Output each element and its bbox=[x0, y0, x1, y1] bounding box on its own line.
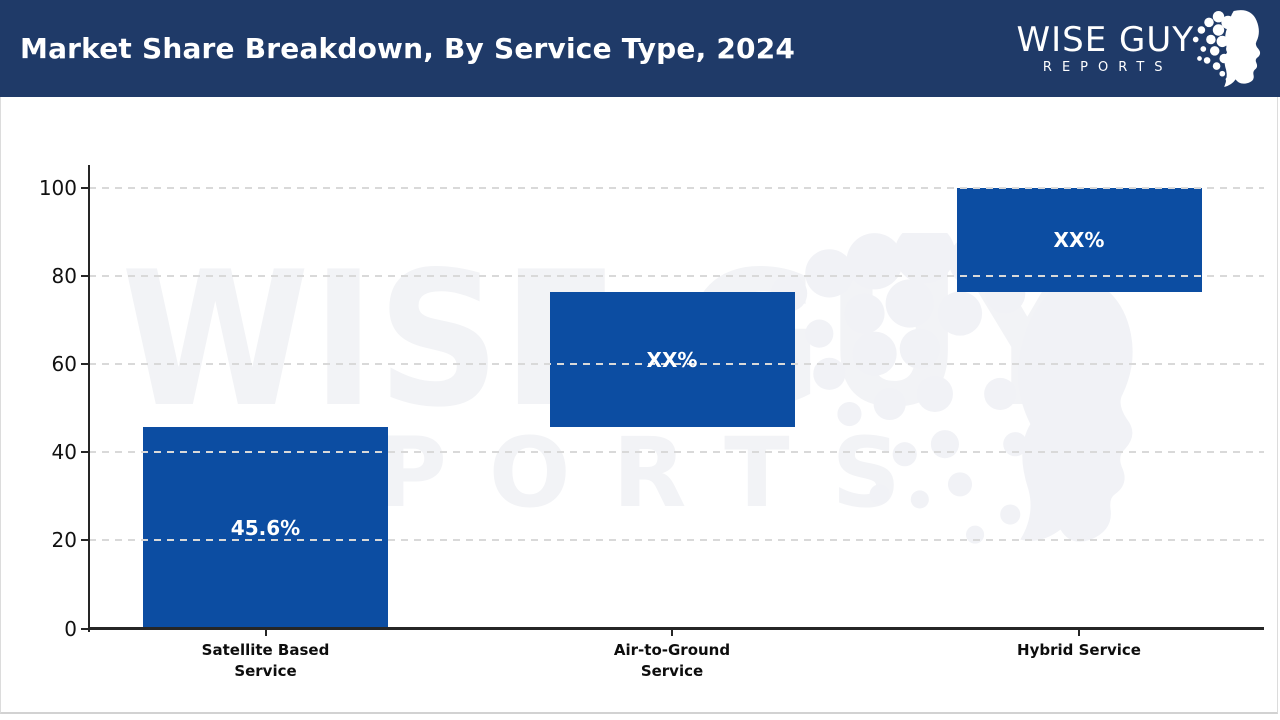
logo-face-icon bbox=[1192, 9, 1261, 87]
bar bbox=[549, 292, 795, 428]
y-tick bbox=[81, 274, 89, 277]
gridline bbox=[89, 274, 1264, 277]
bar-value-label: XX% bbox=[646, 347, 698, 372]
y-tick-label: 0 bbox=[64, 616, 77, 641]
logo-text: WISE GUY REPORTS bbox=[1016, 23, 1194, 74]
logo-wordmark: WISE GUY bbox=[1016, 20, 1194, 60]
y-tick-label: 40 bbox=[51, 440, 77, 465]
bar bbox=[956, 187, 1202, 293]
category-label-line: Service bbox=[234, 661, 297, 680]
y-tick bbox=[81, 627, 89, 630]
bar bbox=[143, 427, 388, 629]
gridline bbox=[89, 539, 1264, 542]
category-label-line: Air-to-Ground bbox=[613, 640, 731, 659]
chart-canvas: WISE GUY REPORTS 45.6%XX bbox=[0, 97, 1278, 714]
y-tick bbox=[81, 362, 89, 365]
bar-value-label: 45.6% bbox=[230, 515, 301, 540]
category-label-line: Hybrid Service bbox=[1017, 640, 1141, 659]
y-tick bbox=[81, 186, 89, 189]
y-tick-label: 80 bbox=[51, 263, 77, 288]
brand-logo: WISE GUY REPORTS bbox=[1016, 7, 1266, 91]
y-tick-label: 100 bbox=[38, 175, 77, 200]
category-label: Hybrid Service bbox=[964, 640, 1194, 661]
page-title: Market Share Breakdown, By Service Type,… bbox=[20, 32, 796, 65]
y-tick-label: 60 bbox=[51, 351, 77, 376]
y-axis-line bbox=[88, 165, 90, 632]
bar-value-label: XX% bbox=[1053, 227, 1105, 252]
y-tick bbox=[81, 539, 89, 542]
category-label: Air-to-Ground Service bbox=[557, 640, 787, 682]
x-tick bbox=[1078, 630, 1080, 636]
y-tick-label: 20 bbox=[51, 528, 77, 553]
category-label-line: Service bbox=[640, 661, 704, 680]
gridline bbox=[89, 186, 1264, 189]
gridline bbox=[89, 362, 1264, 365]
gridline bbox=[89, 451, 1264, 454]
x-tick bbox=[671, 630, 673, 636]
header: Market Share Breakdown, By Service Type,… bbox=[0, 0, 1280, 97]
category-label: Satellite Based Service bbox=[151, 640, 381, 682]
category-label-line: Satellite Based bbox=[201, 640, 330, 659]
logo-subtext: REPORTS bbox=[1042, 60, 1173, 75]
y-tick bbox=[81, 451, 89, 454]
plot-area: 45.6% XX% XX% 0 20 40 60 80 100 Satellite Based Se… bbox=[1, 97, 1277, 712]
x-tick bbox=[264, 630, 267, 636]
x-axis-line bbox=[88, 627, 1264, 630]
